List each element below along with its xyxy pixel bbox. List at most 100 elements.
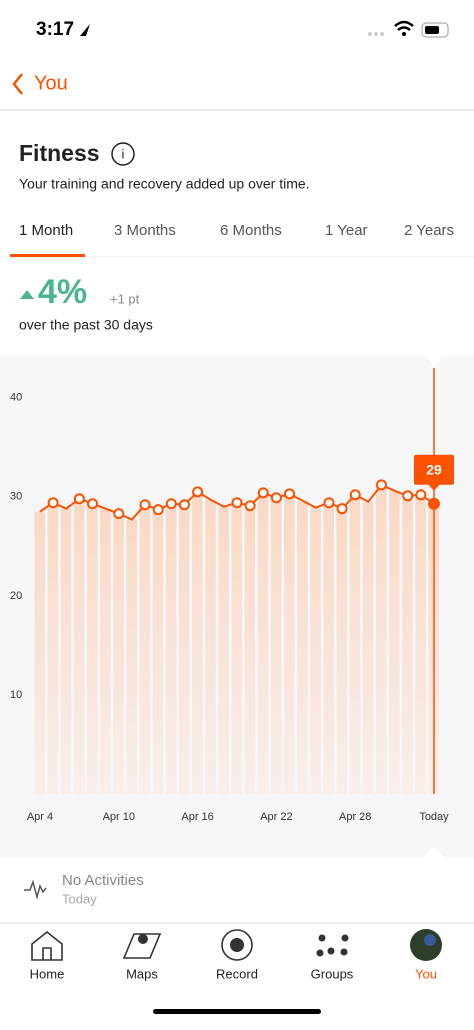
record-dot — [230, 938, 244, 952]
avatar-detail — [424, 934, 436, 946]
tab[interactable]: 2 Years — [404, 222, 454, 239]
x-tick-label: Today — [419, 811, 449, 823]
bar — [34, 511, 46, 794]
marker — [231, 497, 243, 509]
bar — [336, 508, 348, 794]
record-icon[interactable] — [221, 929, 253, 961]
marker — [323, 497, 335, 509]
callout-value: 29 — [426, 461, 442, 477]
marker — [244, 500, 256, 512]
marker — [257, 487, 269, 499]
bar — [86, 503, 98, 794]
bar — [415, 494, 426, 794]
tab-underline — [10, 254, 85, 257]
bar — [310, 507, 321, 794]
wifi-icon — [394, 20, 414, 32]
bar — [389, 490, 400, 794]
bar — [283, 493, 295, 794]
bar — [218, 506, 229, 794]
nav-label[interactable]: You — [415, 966, 437, 981]
battery-level — [425, 26, 439, 34]
home-indicator — [153, 1009, 321, 1014]
status-time: 3:17 — [36, 19, 74, 40]
battery — [421, 22, 449, 38]
location-icon — [80, 24, 90, 36]
marker — [415, 489, 427, 501]
bar — [349, 494, 361, 794]
info-glyph: i — [122, 146, 125, 161]
tab[interactable]: 6 Months — [220, 222, 282, 239]
x-tick-label: Apr 22 — [260, 811, 292, 823]
nav-label[interactable]: Record — [216, 966, 258, 981]
bar — [297, 500, 308, 794]
marker — [402, 490, 414, 502]
groups-icon[interactable] — [316, 934, 349, 957]
home-icon[interactable] — [31, 930, 63, 961]
marker — [192, 486, 204, 498]
bar — [113, 513, 124, 794]
back-button[interactable]: You — [12, 72, 68, 95]
marker — [87, 498, 99, 510]
bar — [192, 491, 203, 794]
tab[interactable]: 3 Months — [114, 222, 176, 239]
bar — [231, 502, 243, 794]
bar — [73, 498, 85, 794]
marker — [178, 499, 190, 511]
change-points: +1 pt — [110, 291, 140, 306]
marker — [47, 497, 59, 509]
signal-icon — [368, 32, 384, 36]
x-tick-label: Apr 16 — [181, 811, 213, 823]
marker — [428, 497, 440, 510]
nav-label[interactable]: Home — [30, 966, 65, 981]
tab[interactable]: 1 Year — [325, 222, 368, 239]
bar — [402, 495, 413, 794]
up-arrow — [20, 290, 34, 299]
change-period: over the past 30 days — [19, 317, 153, 333]
marker — [270, 492, 282, 504]
tabs: 1 Month 3 Months 6 Months 1 Year 2 Years — [19, 222, 454, 239]
marker — [349, 489, 361, 501]
info-icon[interactable] — [111, 142, 135, 166]
wifi-dot — [402, 32, 406, 36]
activity-title: No Activities — [62, 872, 144, 889]
marker — [375, 479, 387, 491]
callout-tip — [428, 484, 440, 491]
bar — [126, 519, 137, 794]
x-tick-label: Apr 10 — [103, 811, 135, 823]
bar — [323, 502, 334, 794]
back-chevron[interactable] — [12, 73, 23, 95]
marker — [284, 488, 296, 500]
bar — [100, 508, 111, 794]
activity-date: Today — [62, 891, 97, 906]
chart: 10 20 30 40 29 Apr 4 Apr 10 Apr 16 Apr 22 Apr 28 T… — [10, 368, 454, 823]
y-tick-label: 10 — [10, 689, 22, 701]
x-tick-label: Apr 4 — [27, 811, 53, 823]
marker — [165, 498, 177, 510]
avatar[interactable] — [410, 929, 442, 961]
marker — [336, 503, 348, 515]
nav-label[interactable]: Maps — [126, 966, 158, 981]
nav-label[interactable]: Groups — [311, 966, 354, 981]
callout — [414, 454, 454, 485]
activity-icon — [24, 879, 47, 900]
bar — [165, 503, 177, 794]
change-value: 4% — [38, 273, 87, 311]
maps-icon[interactable] — [122, 933, 162, 959]
marker — [73, 493, 85, 505]
tab[interactable]: 1 Month — [19, 222, 73, 239]
pointer — [424, 846, 444, 857]
marker — [139, 499, 151, 511]
bar — [270, 497, 282, 794]
bar — [178, 504, 190, 794]
bar — [362, 501, 374, 794]
back-label[interactable]: You — [34, 72, 68, 94]
bar — [152, 509, 164, 794]
y-tick-label: 40 — [10, 392, 22, 404]
marker — [152, 504, 164, 516]
pointer — [424, 355, 444, 366]
bar — [205, 499, 216, 794]
bar — [257, 492, 269, 794]
section-subtitle: Your training and recovery added up over… — [19, 176, 310, 192]
nav-bar: Home Maps Record Groups You — [30, 966, 437, 981]
